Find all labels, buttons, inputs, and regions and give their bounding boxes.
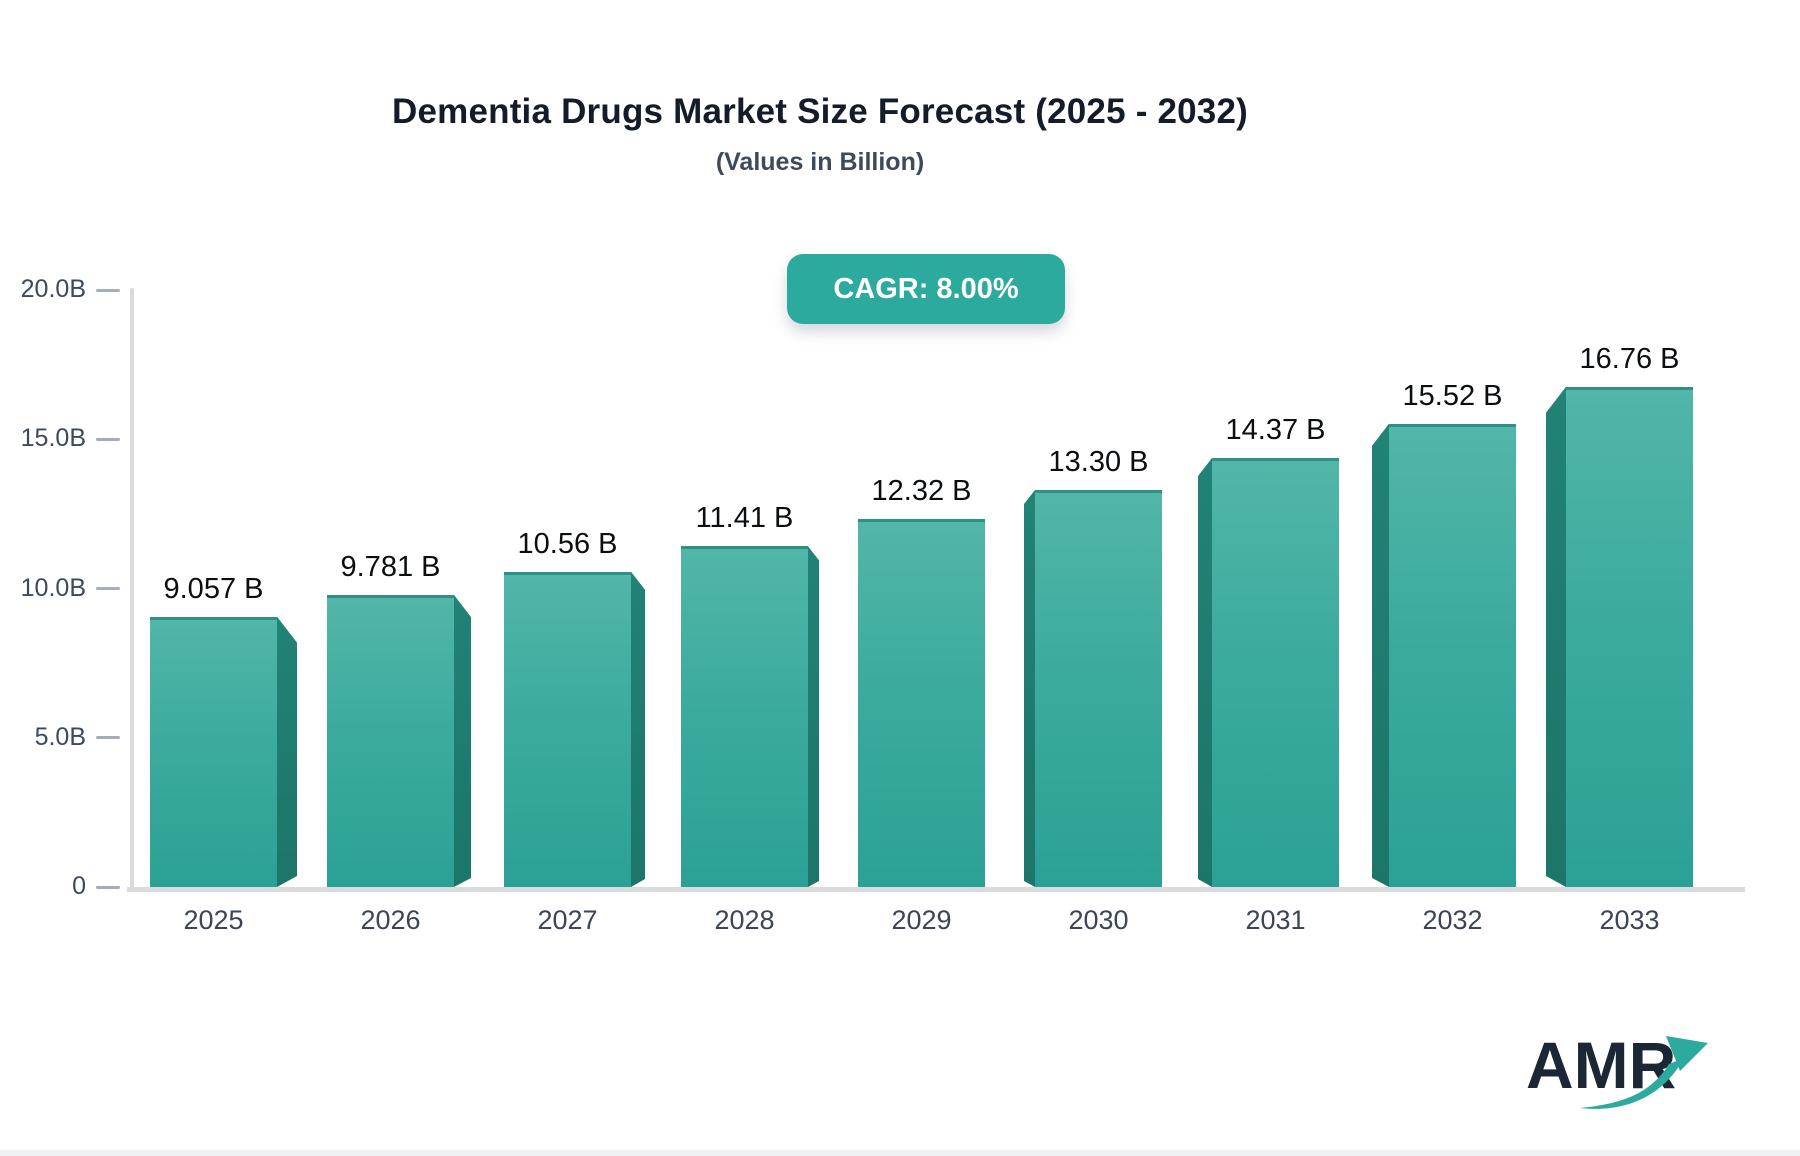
value-label-2029: 12.32 B	[871, 475, 972, 508]
y-tick-label: 20.0B	[20, 275, 86, 303]
bar-2027	[504, 571, 631, 887]
bar-side-2032	[1372, 424, 1389, 887]
x-label-2030: 2030	[1068, 905, 1129, 935]
bottom-edge-strip	[0, 1150, 1800, 1156]
y-tick-label: 10.0B	[20, 573, 86, 602]
bar-side-2030	[1024, 490, 1035, 887]
chart-subtitle: (Values in Billion)	[715, 148, 925, 176]
value-label-2031: 14.37 B	[1225, 414, 1326, 447]
bar-side-2033	[1546, 387, 1566, 887]
x-label-2029: 2029	[891, 905, 952, 935]
x-label-2032: 2032	[1422, 905, 1483, 935]
y-tick-dash	[96, 736, 120, 740]
y-tick-label: 5.0B	[34, 722, 86, 751]
x-label-2025: 2025	[183, 905, 244, 935]
bar-2026	[327, 595, 454, 887]
x-axis-baseline	[127, 887, 1745, 892]
value-label-2027: 10.56 B	[517, 527, 618, 560]
bar-2025	[150, 616, 277, 887]
bar-2032	[1389, 423, 1516, 887]
bar-side-2025	[277, 617, 297, 887]
y-tick-dash	[96, 288, 120, 292]
y-tick-label: 0	[72, 872, 86, 900]
bar-2028	[681, 546, 808, 887]
amr-logo: AMR	[1526, 1028, 1708, 1109]
y-tick-label: 15.0B	[20, 424, 86, 453]
value-label-2030: 13.30 B	[1048, 445, 1149, 478]
value-label-2028: 11.41 B	[695, 502, 794, 535]
plot-area: 20.0B 15.0B 10.0B 5.0B 0 9.057 B 2025 9.781 B 2…	[21, 275, 1745, 935]
bar-2029	[858, 519, 985, 887]
x-label-2026: 2026	[360, 905, 421, 935]
growth-arrow-icon	[1580, 1058, 1684, 1109]
y-tick-dash	[96, 587, 120, 590]
x-label-2027: 2027	[537, 905, 598, 935]
value-label-2025: 9.057 B	[163, 572, 264, 605]
y-tick-dash	[96, 437, 120, 441]
value-label-2033: 16.76 B	[1579, 342, 1680, 375]
bar-side-2031	[1198, 458, 1212, 887]
bar-side-2028	[808, 546, 819, 887]
growth-arrow-head-icon	[1666, 1036, 1708, 1071]
value-label-2026: 9.781 B	[340, 551, 441, 584]
bar-2033	[1566, 386, 1693, 887]
bar-side-2026	[454, 595, 471, 887]
y-axis-line	[130, 288, 134, 891]
x-label-2031: 2031	[1245, 905, 1306, 935]
y-tick-dash	[96, 885, 120, 889]
bar-side-2027	[631, 572, 645, 887]
bar-2031	[1212, 458, 1339, 887]
x-label-2028: 2028	[714, 905, 775, 935]
cagr-badge: CAGR: 8.00%	[787, 254, 1065, 324]
value-label-2032: 15.52 B	[1402, 379, 1503, 412]
chart-title: Dementia Drugs Market Size Forecast (202…	[392, 92, 1248, 131]
bar-2030	[1035, 489, 1162, 887]
x-label-2033: 2033	[1599, 905, 1660, 935]
